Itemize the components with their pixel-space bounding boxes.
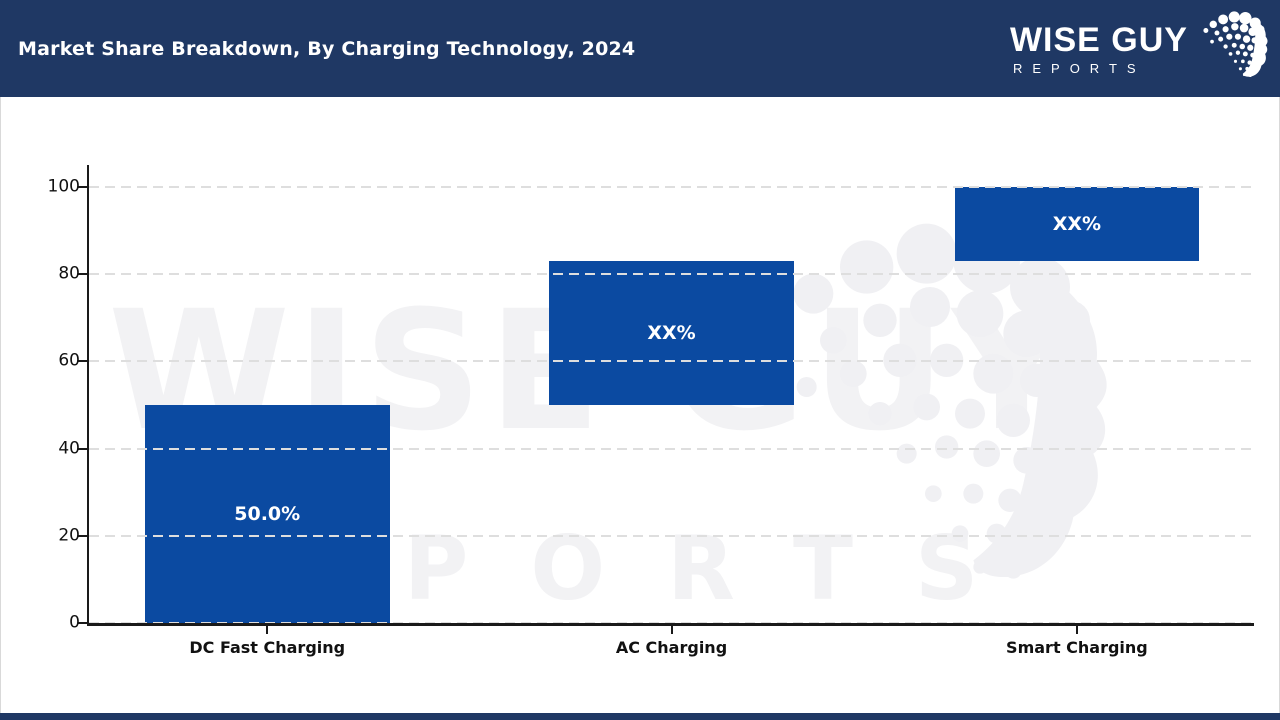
logo-subtext: REPORTS <box>1012 60 1146 76</box>
y-tick-mark-100 <box>78 185 87 188</box>
gridline-y-100 <box>89 185 1254 188</box>
logo-text: WISE GUY REPORTS <box>1010 23 1188 76</box>
x-tick-label-smart-charging: Smart Charging <box>1006 638 1148 657</box>
y-tick-label-40: 40 <box>58 438 80 459</box>
logo-wordmark: WISE GUY <box>1009 20 1188 59</box>
x-tick-label-dc-fast-charging: DC Fast Charging <box>189 638 346 657</box>
y-tick-mark-40 <box>78 447 87 450</box>
x-axis-spine <box>87 623 1254 626</box>
y-tick-label-60: 60 <box>58 350 80 371</box>
gridline-y-20 <box>89 534 1254 537</box>
x-tick-mark-3 <box>1075 626 1078 634</box>
y-tick-label-20: 20 <box>58 525 80 546</box>
x-tick-mark-2 <box>670 626 673 634</box>
x-tick-label-ac-charging: AC Charging <box>615 638 728 657</box>
page-title: Market Share Breakdown, By Charging Tech… <box>18 37 636 60</box>
header-bar: Market Share Breakdown, By Charging Tech… <box>0 0 1280 97</box>
y-tick-label-0: 0 <box>69 612 80 633</box>
gridline-y-60 <box>89 360 1254 363</box>
gridline-y-40 <box>89 447 1254 450</box>
y-tick-mark-20 <box>78 534 87 537</box>
plot-area: 50.0% XX% XX% <box>78 165 1254 634</box>
x-tick-mark-1 <box>266 626 269 634</box>
y-tick-mark-0 <box>78 622 87 624</box>
wiseguy-logo: WISE GUY REPORTS <box>1010 8 1270 90</box>
y-axis: 0 20 40 60 80 100 <box>0 165 80 631</box>
bar-value-label: 50.0% <box>234 502 301 525</box>
y-axis-spine <box>87 165 89 626</box>
y-tick-label-80: 80 <box>58 263 80 284</box>
bar-smart-charging: XX% <box>954 186 1200 261</box>
y-tick-mark-60 <box>78 360 87 363</box>
bar-dc-fast-charging: 50.0% <box>144 404 390 623</box>
bar-value-label: XX% <box>647 321 696 344</box>
y-tick-mark-80 <box>78 273 87 276</box>
bar-ac-charging: XX% <box>549 260 794 405</box>
logo-face-icon <box>1203 11 1268 78</box>
footer-bar <box>0 713 1280 720</box>
x-axis: DC Fast Charging AC Charging Smart Chargin… <box>89 638 1254 666</box>
bar-value-label: XX% <box>1052 212 1102 235</box>
y-tick-label-100: 100 <box>47 176 80 197</box>
gridline-y-80 <box>89 273 1254 276</box>
